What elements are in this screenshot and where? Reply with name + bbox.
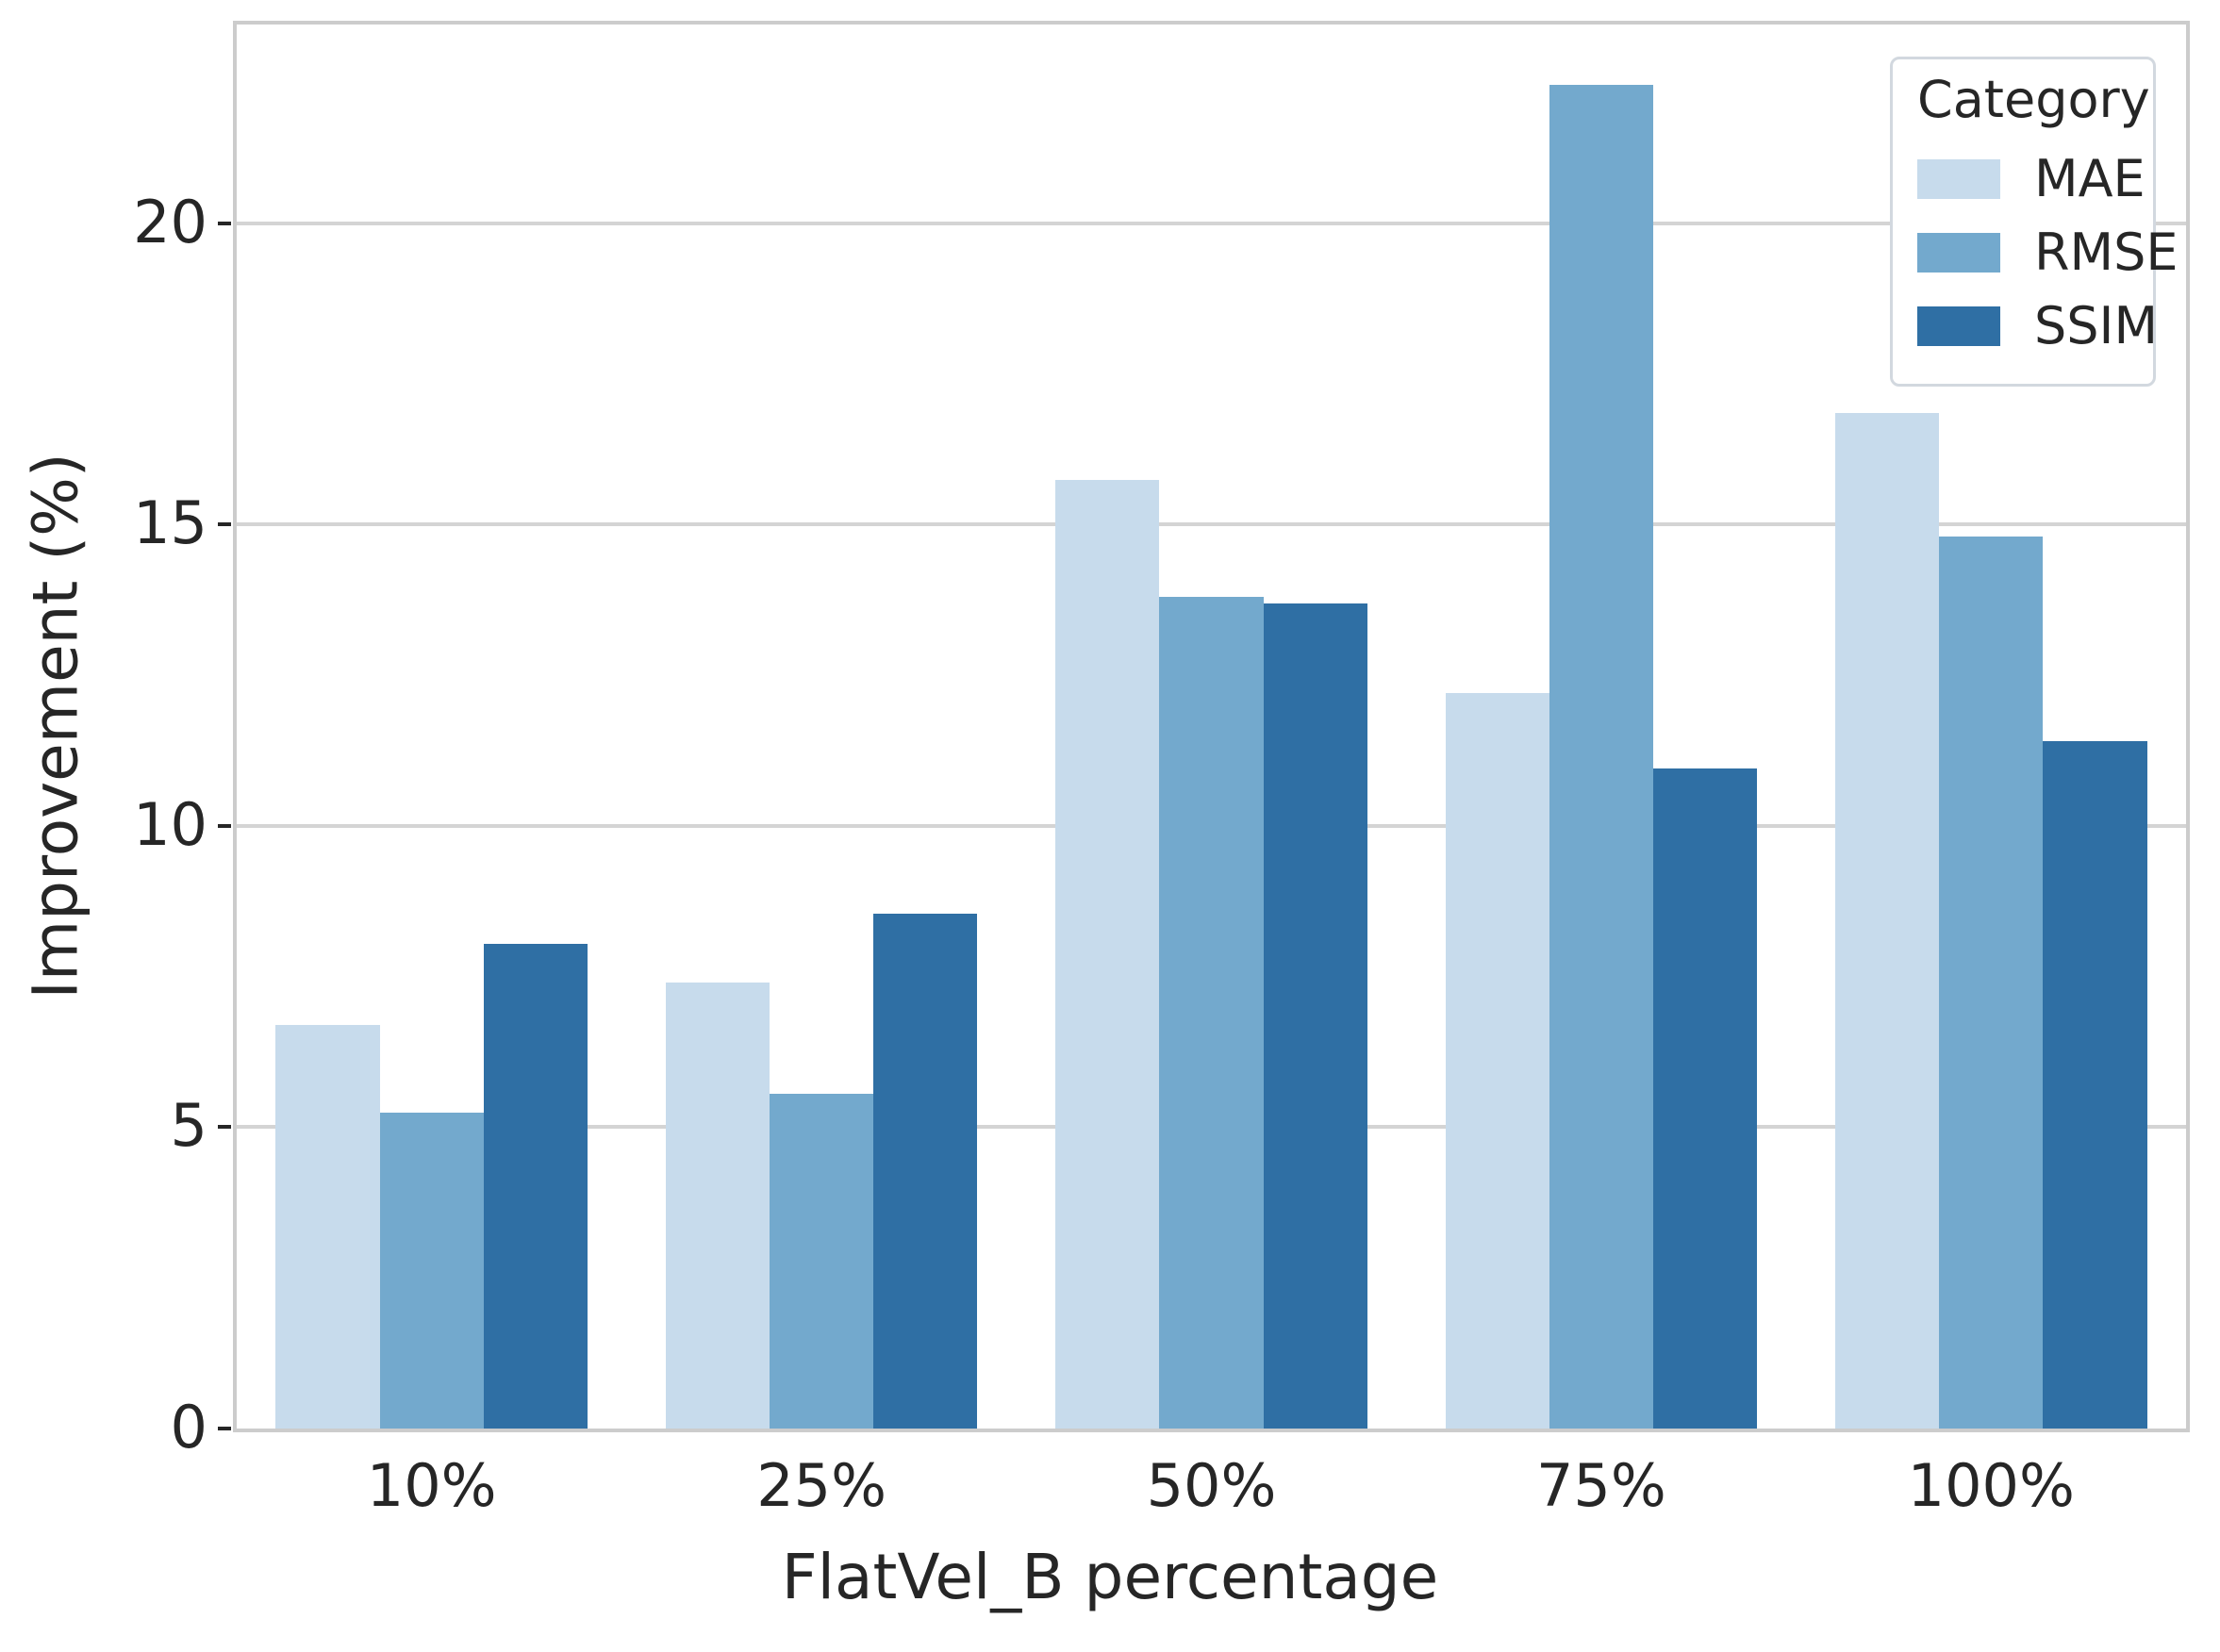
bar-mae-50pct[interactable] bbox=[1055, 479, 1160, 1429]
bar-rmse-100pct[interactable] bbox=[1939, 537, 2044, 1429]
y-axis-title: Improvement (%) bbox=[20, 453, 92, 999]
plot-inner bbox=[237, 25, 2186, 1429]
bar-mae-25pct[interactable] bbox=[665, 983, 770, 1429]
plot-area: Category MAE RMSE SSIM bbox=[233, 21, 2190, 1432]
legend-label-ssim: SSIM bbox=[2034, 296, 2159, 355]
y-tick-mark-15 bbox=[218, 522, 231, 527]
bar-ssim-50pct[interactable] bbox=[1263, 603, 1367, 1429]
legend-label-rmse: RMSE bbox=[2034, 223, 2179, 282]
legend-swatch-ssim bbox=[1917, 306, 2000, 346]
legend-swatch-rmse bbox=[1917, 233, 2000, 273]
bar-mae-75pct[interactable] bbox=[1445, 693, 1549, 1429]
legend-item-ssim[interactable]: SSIM bbox=[1917, 289, 2158, 363]
y-tick-label-10: 10 bbox=[133, 789, 207, 859]
y-tick-mark-5 bbox=[218, 1125, 231, 1130]
legend-title: Category bbox=[1917, 70, 2150, 129]
bar-rmse-25pct[interactable] bbox=[769, 1094, 874, 1429]
bar-mae-10pct[interactable] bbox=[275, 1024, 380, 1429]
x-tick-label-25pct: 25% bbox=[756, 1451, 886, 1520]
bar-ssim-75pct[interactable] bbox=[1653, 768, 1758, 1429]
legend-entries: MAE RMSE SSIM bbox=[1917, 142, 2179, 363]
bar-rmse-75pct[interactable] bbox=[1549, 84, 1653, 1429]
x-tick-label-75pct: 75% bbox=[1535, 1451, 1666, 1520]
gridline-15 bbox=[237, 522, 2186, 527]
legend-item-rmse[interactable]: RMSE bbox=[1917, 216, 2179, 289]
legend-item-mae[interactable]: MAE bbox=[1917, 142, 2145, 216]
y-tick-mark-20 bbox=[218, 221, 231, 225]
y-tick-label-15: 15 bbox=[133, 488, 207, 558]
x-tick-label-10pct: 10% bbox=[366, 1451, 497, 1520]
x-tick-label-50pct: 50% bbox=[1146, 1451, 1277, 1520]
y-tick-mark-0 bbox=[218, 1427, 231, 1430]
legend-label-mae: MAE bbox=[2034, 149, 2145, 208]
bar-rmse-50pct[interactable] bbox=[1159, 597, 1264, 1429]
y-tick-label-5: 5 bbox=[170, 1091, 207, 1161]
y-tick-label-20: 20 bbox=[133, 187, 207, 256]
y-tick-mark-10 bbox=[218, 823, 231, 828]
bar-ssim-25pct[interactable] bbox=[873, 913, 978, 1429]
bar-mae-100pct[interactable] bbox=[1834, 413, 1940, 1429]
legend-swatch-mae bbox=[1917, 159, 2000, 199]
x-axis-title: FlatVel_B percentage bbox=[781, 1541, 1439, 1613]
x-tick-label-100pct: 100% bbox=[1907, 1451, 2075, 1520]
legend[interactable]: Category MAE RMSE SSIM bbox=[1890, 57, 2179, 387]
bar-ssim-100pct[interactable] bbox=[2043, 741, 2147, 1429]
bar-ssim-10pct[interactable] bbox=[483, 943, 588, 1429]
gridline-20 bbox=[237, 221, 2186, 225]
bar-rmse-10pct[interactable] bbox=[379, 1112, 484, 1429]
y-tick-label-0: 0 bbox=[170, 1393, 207, 1462]
